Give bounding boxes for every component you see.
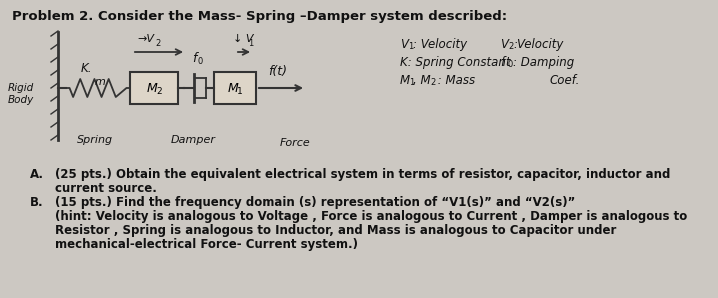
- Text: f: f: [500, 56, 504, 69]
- Text: K.: K.: [80, 61, 92, 74]
- Text: Damper: Damper: [170, 135, 215, 145]
- Text: 0: 0: [197, 58, 202, 66]
- Text: , M: , M: [413, 74, 431, 87]
- Text: V: V: [400, 38, 408, 51]
- Text: current source.: current source.: [55, 182, 157, 195]
- Text: B.: B.: [30, 196, 44, 209]
- Text: Body: Body: [8, 95, 34, 105]
- Text: : Mass: : Mass: [434, 74, 475, 87]
- Text: (25 pts.) Obtain the equivalent electrical system in terms of resistor, capacito: (25 pts.) Obtain the equivalent electric…: [55, 168, 671, 181]
- Text: M: M: [228, 81, 238, 94]
- Text: 2: 2: [155, 39, 160, 48]
- Text: 0: 0: [508, 60, 513, 69]
- Text: M: M: [400, 74, 410, 87]
- Text: f: f: [192, 52, 196, 64]
- Text: :Velocity: :Velocity: [513, 38, 564, 51]
- Text: M: M: [146, 81, 157, 94]
- Text: →V: →V: [137, 34, 154, 44]
- Text: 2: 2: [157, 88, 162, 97]
- Text: (15 pts.) Find the frequency domain (s) representation of “V1(s)” and “V2(s)”: (15 pts.) Find the frequency domain (s) …: [55, 196, 575, 209]
- Bar: [130, 72, 178, 104]
- Text: K: Spring Constant: K: Spring Constant: [400, 56, 510, 69]
- Text: 2: 2: [508, 42, 513, 51]
- Text: 1: 1: [408, 42, 414, 51]
- Text: f(t): f(t): [268, 66, 287, 78]
- Text: 2: 2: [430, 78, 435, 87]
- Text: Resistor , Spring is analogous to Inductor, and Mass is analogous to Capacitor u: Resistor , Spring is analogous to Induct…: [55, 224, 616, 237]
- Text: Problem 2. Consider the Mass- Spring –Damper system described:: Problem 2. Consider the Mass- Spring –Da…: [12, 10, 507, 23]
- Text: : Velocity: : Velocity: [413, 38, 467, 51]
- Text: Coef.: Coef.: [550, 74, 580, 87]
- Text: 1: 1: [237, 88, 243, 97]
- Bar: [214, 72, 256, 104]
- Text: mechanical-electrical Force- Current system.): mechanical-electrical Force- Current sys…: [55, 238, 358, 251]
- Text: V: V: [500, 38, 508, 51]
- Text: : Damping: : Damping: [513, 56, 574, 69]
- Text: m: m: [95, 77, 106, 87]
- Text: Spring: Spring: [77, 135, 113, 145]
- Text: 1: 1: [248, 39, 253, 48]
- Text: 1: 1: [409, 78, 414, 87]
- Text: ↓ V: ↓ V: [233, 34, 253, 44]
- Text: A.: A.: [30, 168, 44, 181]
- Text: (hint: Velocity is analogous to Voltage , Force is analogous to Current , Damper: (hint: Velocity is analogous to Voltage …: [55, 210, 687, 223]
- Text: Rigid: Rigid: [8, 83, 34, 93]
- Text: Force: Force: [279, 138, 310, 148]
